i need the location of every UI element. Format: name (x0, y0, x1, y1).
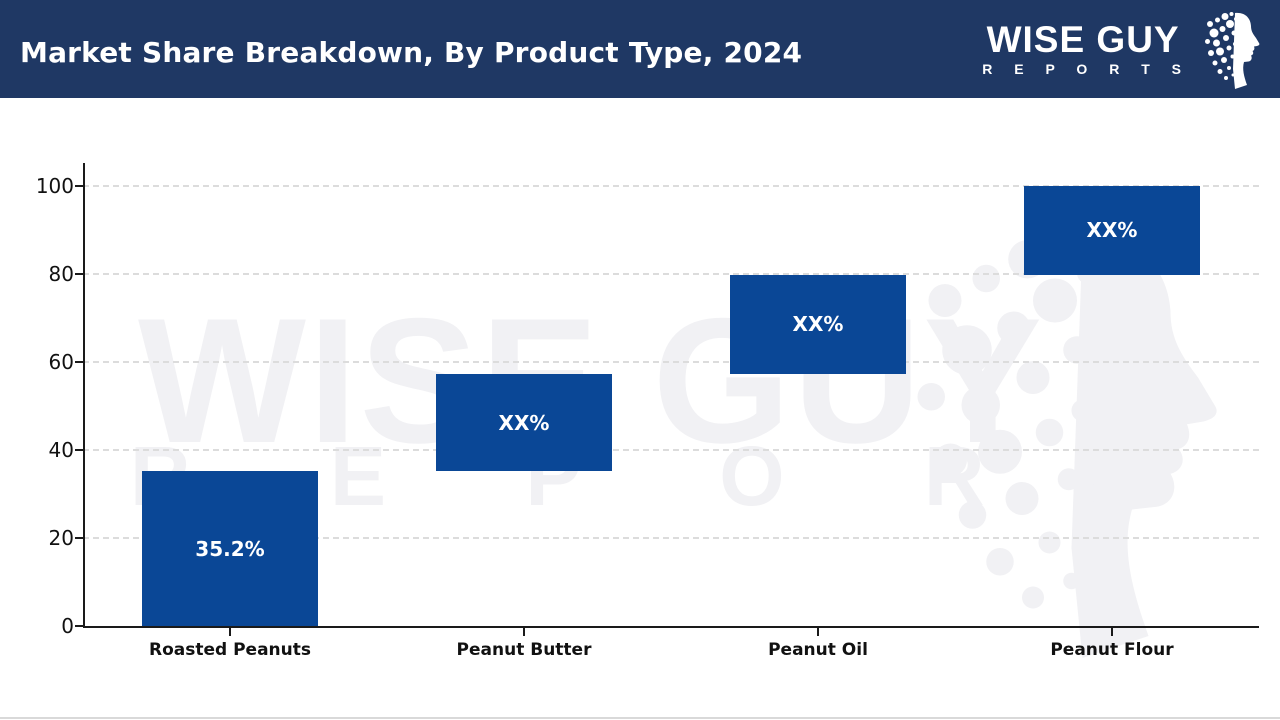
logo-text: WISE GUY R E P O R T S (976, 18, 1190, 78)
ytick-mark-0 (75, 625, 83, 627)
category-label-roasted-peanuts: Roasted Peanuts (148, 640, 311, 660)
ytick-label-0: 0 (61, 614, 74, 638)
ytick-mark-100 (75, 185, 83, 187)
xtick-mark-peanut-butter (523, 628, 525, 636)
category-label-peanut-butter: Peanut Butter (456, 640, 592, 660)
xtick-mark-peanut-oil (817, 628, 819, 636)
gridline-40 (83, 449, 1259, 451)
logo-reports-text: R E P O R T S (982, 60, 1190, 77)
ytick-label-40: 40 (48, 438, 74, 462)
xtick-mark-peanut-flour (1111, 628, 1113, 636)
bar-label-roasted-peanuts: 35.2% (195, 536, 265, 561)
gridline-80 (83, 273, 1259, 275)
category-label-peanut-flour: Peanut Flour (1050, 640, 1174, 660)
bar-peanut-oil (730, 274, 906, 374)
gridline-60 (83, 361, 1259, 363)
bar-roasted-peanuts (142, 471, 318, 626)
header-bar: Market Share Breakdown, By Product Type,… (0, 0, 1280, 98)
ytick-label-80: 80 (48, 262, 74, 286)
ytick-mark-20 (75, 537, 83, 539)
ytick-mark-80 (75, 273, 83, 275)
footer-divider (0, 717, 1280, 719)
gridline-100 (83, 185, 1259, 187)
y-axis-line (83, 163, 85, 628)
logo-head-dots-icon (1205, 12, 1260, 89)
page-title: Market Share Breakdown, By Product Type,… (20, 36, 803, 69)
bar-peanut-butter (436, 373, 612, 472)
bar-peanut-flour (1024, 186, 1200, 275)
ytick-mark-60 (75, 361, 83, 363)
x-axis-line (83, 626, 1259, 628)
logo-wise-guy-text: WISE GUY (986, 18, 1180, 60)
ytick-label-100: 100 (35, 174, 74, 198)
ytick-label-60: 60 (48, 350, 74, 374)
gridline-20 (83, 537, 1259, 539)
ytick-label-20: 20 (48, 526, 74, 550)
bar-label-peanut-butter: XX% (498, 410, 550, 435)
bar-label-peanut-oil: XX% (792, 312, 844, 337)
category-label-peanut-oil: Peanut Oil (768, 640, 868, 660)
ytick-mark-40 (75, 449, 83, 451)
wise-guy-reports-logo: WISE GUY R E P O R T S (982, 8, 1266, 90)
bar-label-peanut-flour: XX% (1086, 218, 1138, 243)
xtick-mark-roasted-peanuts (229, 628, 231, 636)
